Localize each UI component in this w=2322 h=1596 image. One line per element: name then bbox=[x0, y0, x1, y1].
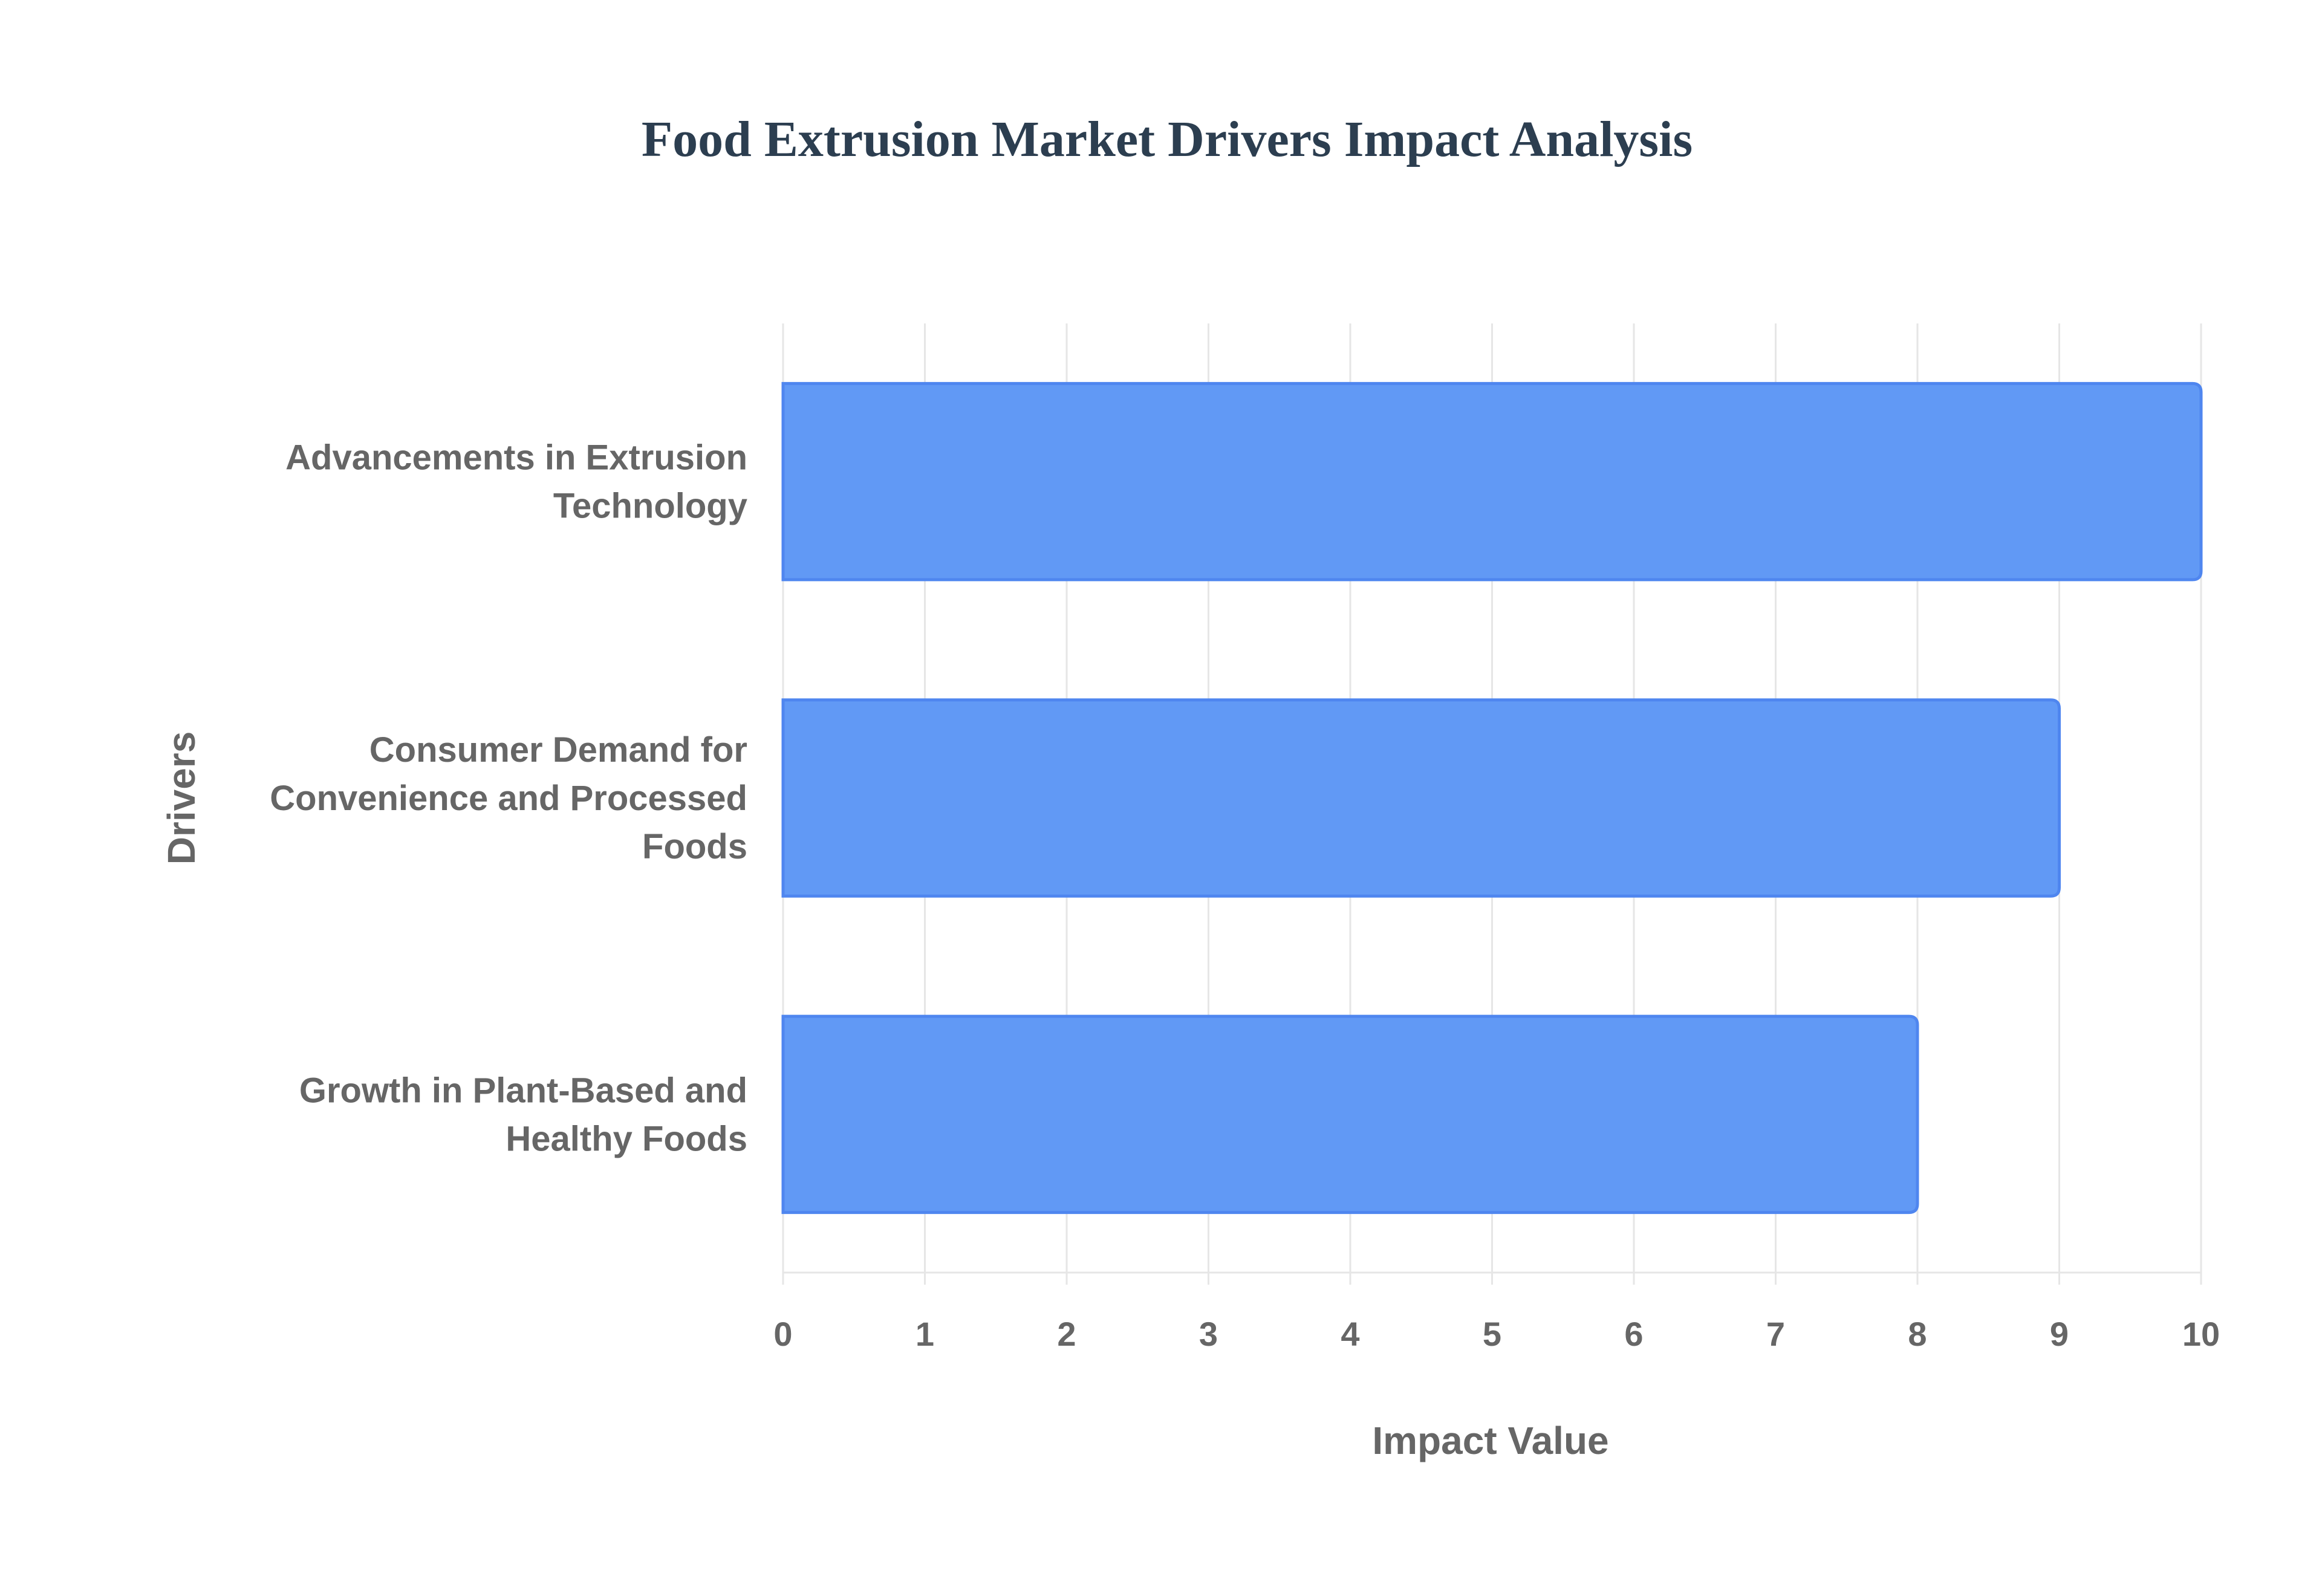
x-tick-label: 5 bbox=[1483, 1315, 1501, 1353]
x-tick-label: 8 bbox=[1908, 1315, 1927, 1353]
x-tick-label: 10 bbox=[2182, 1315, 2220, 1353]
y-category-label: Growth in Plant-Based and bbox=[299, 1071, 747, 1110]
x-tick-label: 7 bbox=[1766, 1315, 1785, 1353]
x-tick-label: 4 bbox=[1341, 1315, 1359, 1353]
x-tick-label: 1 bbox=[915, 1315, 934, 1353]
y-category-label: Advancements in Extrusion bbox=[285, 438, 747, 478]
y-category-label: Consumer Demand for bbox=[369, 730, 747, 770]
y-category-label: Technology bbox=[553, 487, 747, 526]
x-tick-label: 0 bbox=[773, 1315, 792, 1353]
x-tick-label: 6 bbox=[1624, 1315, 1643, 1353]
x-tick-labels: 0 1 2 3 4 5 6 7 8 9 10 bbox=[773, 1315, 2220, 1353]
y-axis-title: Drivers bbox=[160, 731, 203, 865]
bar bbox=[781, 381, 2203, 582]
bars bbox=[781, 381, 2203, 1215]
bar bbox=[781, 1014, 1919, 1215]
chart-title: Food Extrusion Market Drivers Impact Ana… bbox=[642, 111, 1693, 167]
x-tick-label: 9 bbox=[2050, 1315, 2069, 1353]
bar bbox=[781, 698, 2061, 898]
x-tick-label: 3 bbox=[1199, 1315, 1218, 1353]
x-tick-label: 2 bbox=[1057, 1315, 1076, 1353]
y-category-label: Foods bbox=[642, 827, 747, 866]
y-category-labels: Advancements in Extrusion Technology Consu… bbox=[270, 438, 747, 1159]
y-category-label: Healthy Foods bbox=[506, 1119, 747, 1158]
x-axis-title: Impact Value bbox=[1372, 1419, 1608, 1462]
y-category-label: Convenience and Processed bbox=[270, 779, 747, 818]
